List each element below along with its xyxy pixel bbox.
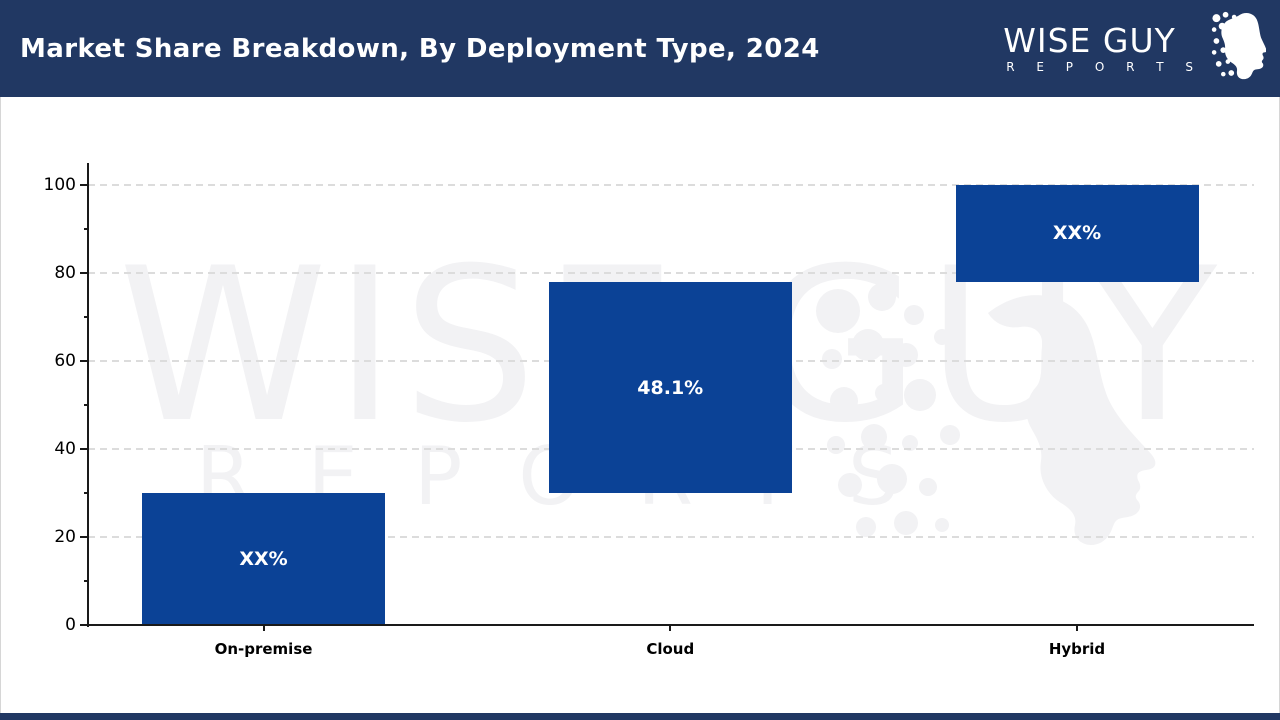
xtick-cloud [669,625,672,631]
bar-cloud [548,281,792,494]
bar-label-hybrid: XX% [1052,222,1102,245]
yaxis-label-100: 100 [43,175,76,195]
gridline-y100 [88,184,1254,186]
logo-text: WISE GUY R E P O R T S [1003,24,1202,73]
bar-hybrid [955,185,1199,282]
yaxis-label-80: 80 [54,263,76,283]
footer-bar [0,713,1280,720]
bar-on-premise [142,493,385,625]
ytick-80 [80,272,88,274]
yaxis-label-40: 40 [54,439,76,459]
logo-reports-label: R E P O R T S [1006,60,1202,74]
ytick-20 [80,536,88,538]
ytick-minor-70 [84,316,88,318]
ytick-minor-30 [84,492,88,494]
ytick-60 [80,360,88,362]
ytick-40 [80,448,88,450]
left-border [0,97,1,713]
page-title: Market Share Breakdown, By Deployment Ty… [20,33,820,64]
gridline-y20 [88,536,1254,538]
bar-label-on-premise: XX% [239,548,288,571]
xtick-hybrid [1076,625,1078,631]
header-bar: Market Share Breakdown, By Deployment Ty… [0,0,1280,97]
y-axis-spine [87,163,89,627]
xtick-on-premise [262,625,265,631]
yaxis-label-60: 60 [54,351,76,371]
yaxis-label-20: 20 [54,527,76,547]
yaxis-label-0: 0 [65,615,76,635]
gridline-y80 [88,272,1254,274]
ytick-0 [80,624,88,626]
x-axis-spine [87,624,1254,626]
ytick-minor-90 [84,228,88,230]
xaxis-label-cloud: Cloud [646,640,695,658]
logo-face-icon [1211,11,1266,79]
wise-guy-logo: WISE GUY R E P O R T S [1003,9,1280,89]
ytick-minor-50 [84,404,88,406]
xaxis-label-on-premise: On-premise [214,640,313,658]
logo-brand-name: WISE GUY [1003,21,1176,60]
ytick-minor-10 [84,580,88,582]
xaxis-label-hybrid: Hybrid [1048,640,1106,658]
watermark-face-logo-icon [816,283,1156,545]
ytick-100 [80,184,88,186]
bar-label-cloud: 48.1% [637,376,704,399]
